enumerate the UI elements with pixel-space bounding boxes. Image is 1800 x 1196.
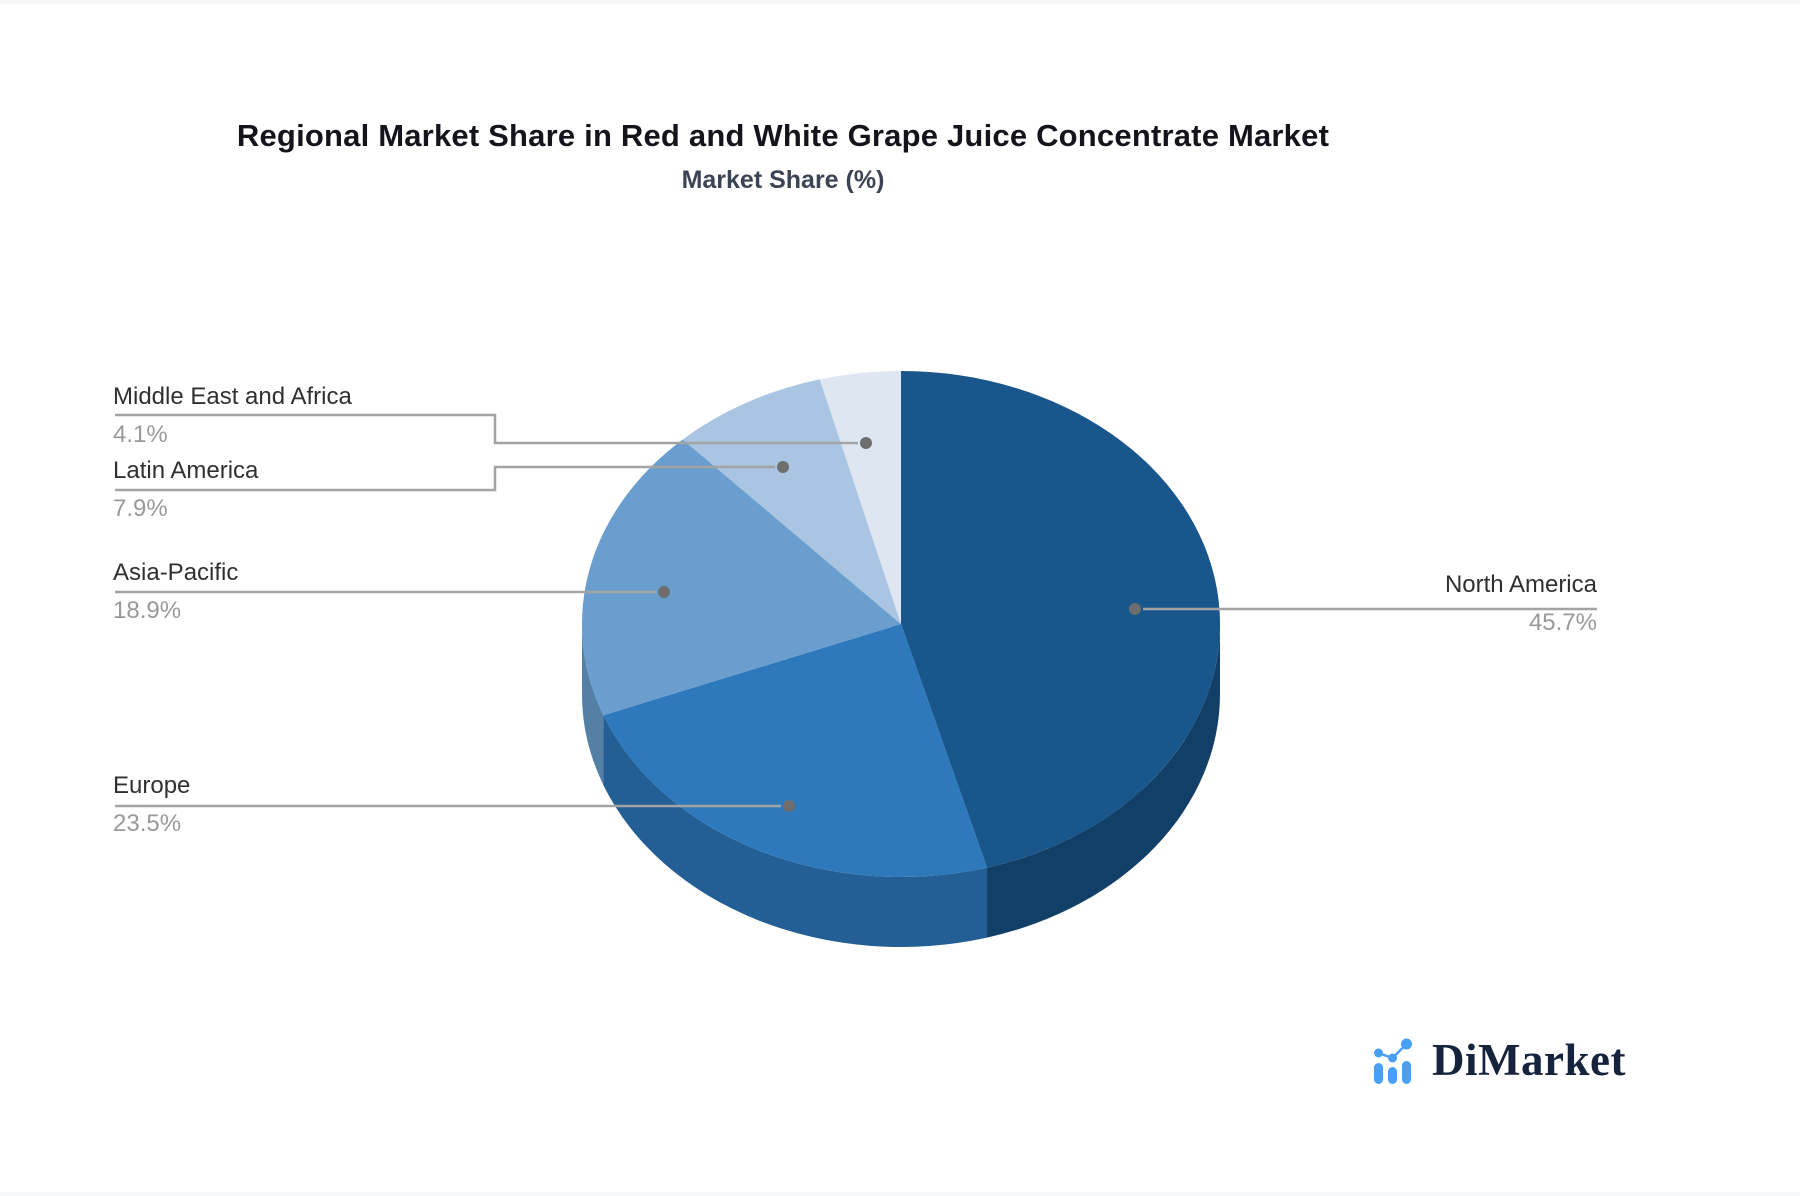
callout-middle-east-and-africa: Middle East and Africa 4.1% xyxy=(113,383,352,449)
callout-value: 7.9% xyxy=(113,495,168,522)
pie-slice-asia-pacific[interactable] xyxy=(582,439,901,716)
callout-value: 4.1% xyxy=(113,421,168,448)
callout-label: Latin America xyxy=(113,457,259,484)
bar-chart-trend-icon xyxy=(1374,1038,1412,1084)
pie-slice-middle-east-and-africa[interactable] xyxy=(819,371,901,624)
logo-bar xyxy=(1374,1063,1383,1084)
callout-label: Europe xyxy=(113,772,191,799)
callout-label: North America xyxy=(1444,571,1597,598)
callout-latin-america: Latin America 7.9% xyxy=(113,457,258,523)
pie-slice-europe[interactable] xyxy=(603,624,988,877)
logo-bar xyxy=(1402,1061,1411,1084)
chart-title: Regional Market Share in Red and White G… xyxy=(236,118,1330,153)
leader-dot-middle-east-and-africa xyxy=(860,437,872,449)
callout-label: Asia-Pacific xyxy=(113,559,239,586)
pie-slices[interactable] xyxy=(582,371,1220,877)
chart-subtitle: Market Share (%) xyxy=(681,166,885,194)
leader-dot-asia-pacific xyxy=(658,586,670,598)
pie-side-europe xyxy=(603,715,988,947)
leader-dot-europe xyxy=(783,800,795,812)
callout-value: 18.9% xyxy=(113,597,182,624)
callout-value: 45.7% xyxy=(1528,609,1597,636)
leader-dot-north-america xyxy=(1129,603,1141,615)
bottom-edge-strip xyxy=(0,1192,1800,1196)
logo-text: DiMarket xyxy=(1432,1035,1626,1085)
pie-3d-sides xyxy=(582,624,1220,947)
callout-north-america: North America 45.7% xyxy=(1445,571,1597,637)
pie-slice-north-america[interactable] xyxy=(901,371,1220,868)
dimarket-logo: DiMarket xyxy=(1372,1034,1626,1086)
logo-dot xyxy=(1374,1048,1383,1058)
logo-dot xyxy=(1388,1053,1397,1063)
leader-line-middle-east-and-africa xyxy=(115,413,858,445)
logo-dot xyxy=(1401,1038,1412,1050)
logo-bar xyxy=(1388,1067,1397,1084)
leader-dot-latin-america xyxy=(777,461,789,473)
leader-dots xyxy=(658,437,1141,812)
callout-label: Middle East and Africa xyxy=(113,383,352,410)
pie-side-asia-pacific xyxy=(582,624,604,786)
callout-value: 23.5% xyxy=(113,810,182,837)
leader-line-latin-america xyxy=(115,465,775,492)
top-edge-strip xyxy=(0,0,1800,4)
callout-asia-pacific: Asia-Pacific 18.9% xyxy=(113,559,238,625)
pie-slice-latin-america[interactable] xyxy=(682,379,901,624)
leader-lines xyxy=(115,413,1597,808)
pie-side-north-america xyxy=(987,624,1220,938)
callout-europe: Europe 23.5% xyxy=(113,772,190,838)
